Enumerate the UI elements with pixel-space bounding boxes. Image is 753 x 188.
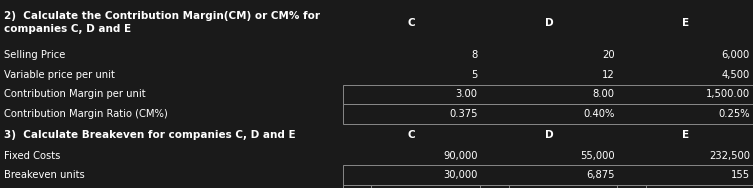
Bar — [371, 185, 480, 188]
Text: E: E — [681, 130, 689, 140]
Text: 30,000: 30,000 — [443, 170, 477, 180]
Text: 20: 20 — [602, 50, 614, 60]
Text: 4,500: 4,500 — [721, 70, 750, 80]
Text: 8: 8 — [471, 50, 477, 60]
Bar — [343, 104, 753, 124]
Text: 8.00: 8.00 — [593, 89, 614, 99]
Text: 5: 5 — [471, 70, 477, 80]
Text: 55,000: 55,000 — [580, 151, 614, 161]
Text: 6,000: 6,000 — [721, 50, 750, 60]
Text: 6,875: 6,875 — [586, 170, 614, 180]
Text: D: D — [544, 17, 553, 28]
Text: D: D — [544, 130, 553, 140]
Text: Contribution Margin per unit: Contribution Margin per unit — [4, 89, 145, 99]
Text: 90,000: 90,000 — [443, 151, 477, 161]
Bar — [343, 185, 371, 188]
Bar — [343, 85, 753, 104]
Bar — [617, 185, 646, 188]
Text: Variable price per unit: Variable price per unit — [4, 70, 114, 80]
Text: 232,500: 232,500 — [709, 151, 750, 161]
Bar — [480, 185, 509, 188]
Text: Selling Price: Selling Price — [4, 50, 66, 60]
Text: 155: 155 — [731, 170, 750, 180]
Text: E: E — [681, 17, 689, 28]
Text: Breakeven units: Breakeven units — [4, 170, 84, 180]
Bar — [343, 185, 753, 188]
Bar — [646, 185, 753, 188]
Text: 3)  Calculate Breakeven for companies C, D and E: 3) Calculate Breakeven for companies C, … — [4, 130, 295, 140]
Text: Fixed Costs: Fixed Costs — [4, 151, 60, 161]
Text: 2)  Calculate the Contribution Margin(CM) or CM% for
companies C, D and E: 2) Calculate the Contribution Margin(CM)… — [4, 11, 320, 34]
Text: 0.375: 0.375 — [449, 109, 477, 119]
Text: 3.00: 3.00 — [456, 89, 477, 99]
Bar — [509, 185, 617, 188]
Text: 0.40%: 0.40% — [583, 109, 614, 119]
Bar — [343, 165, 753, 185]
Text: C: C — [407, 17, 416, 28]
Text: 0.25%: 0.25% — [718, 109, 750, 119]
Text: 12: 12 — [602, 70, 614, 80]
Text: C: C — [407, 130, 416, 140]
Text: Contribution Margin Ratio (CM%): Contribution Margin Ratio (CM%) — [4, 109, 167, 119]
Text: 1,500.00: 1,500.00 — [706, 89, 750, 99]
